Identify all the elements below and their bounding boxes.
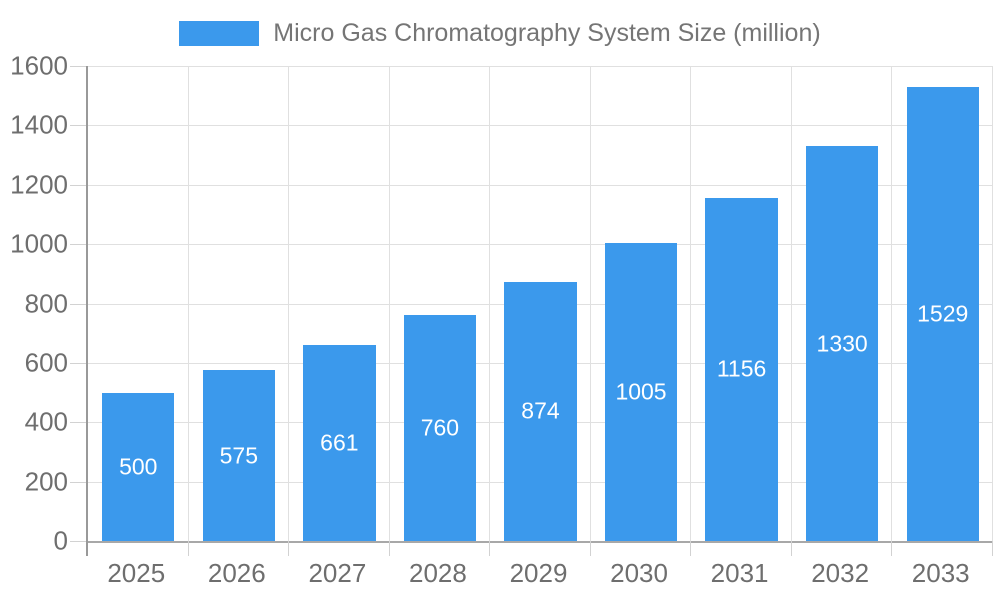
x-tick-label: 2033 (911, 558, 970, 588)
x-axis-tick (388, 541, 390, 556)
bar: 575 (202, 370, 275, 541)
bar: 1330 (805, 146, 879, 541)
bar-slot: 760 (390, 66, 491, 541)
legend-label[interactable]: Micro Gas Chromatography System Size (mi… (273, 19, 821, 47)
x-axis-tick (690, 541, 692, 556)
legend[interactable]: Micro Gas Chromatography System Size (mi… (0, 19, 1000, 48)
x-tick-label: 2026 (207, 558, 266, 588)
gridline-vertical (992, 66, 993, 541)
y-axis-tick (70, 244, 86, 246)
x-tick-label: 2030 (610, 558, 668, 588)
gridline-horizontal (88, 125, 993, 127)
bar-value-label: 1156 (716, 355, 767, 382)
y-tick-label: 1000 (10, 228, 68, 259)
bar-value-label: 661 (320, 429, 359, 456)
bar: 661 (303, 344, 376, 541)
x-tick-label: 2027 (308, 558, 367, 588)
bar: 874 (504, 281, 577, 541)
x-tick-label: 2025 (107, 558, 166, 588)
y-tick-label: 400 (24, 406, 68, 437)
bar-slot: 874 (490, 66, 591, 541)
bar-value-label: 1529 (917, 300, 969, 327)
gridline-vertical (187, 66, 189, 541)
y-axis-tick (70, 184, 86, 186)
plot-area: 500 575 661 760 874 1005 1156 1330 1529 (70, 66, 993, 556)
bar-value-label: 874 (521, 397, 560, 424)
bar-slot: 575 (189, 66, 290, 541)
bar-value-label: 760 (420, 414, 460, 441)
gridline-horizontal (88, 244, 993, 246)
x-tick-label: 2032 (811, 558, 870, 588)
y-axis-tick (70, 125, 86, 127)
y-tick-label: 1600 (10, 50, 68, 81)
gridline-vertical (388, 66, 390, 541)
x-axis-tick (288, 541, 290, 556)
x-axis-tick (790, 541, 792, 556)
bar-slot: 1005 (591, 66, 692, 541)
gridline-vertical (690, 66, 692, 541)
bar-slot: 1156 (691, 66, 792, 541)
y-tick-label: 200 (24, 466, 68, 497)
bar: 1005 (604, 242, 678, 541)
bar-slot: 500 (88, 66, 189, 541)
x-axis-tick (992, 541, 993, 556)
y-axis-line-extension (86, 541, 88, 556)
x-axis-tick (589, 541, 591, 556)
gridline-vertical (589, 66, 591, 541)
gridline-vertical (489, 66, 491, 541)
bar-slot: 661 (289, 66, 390, 541)
bar-value-label: 575 (219, 442, 258, 469)
y-tick-label: 1400 (10, 109, 68, 140)
y-axis-tick (70, 66, 86, 67)
gridline-horizontal (88, 66, 993, 67)
x-tick-label: 2028 (409, 558, 467, 588)
x-axis-tick (187, 541, 189, 556)
y-axis-tick (70, 303, 86, 305)
x-tick-label: 2031 (710, 558, 769, 588)
bar: 1529 (906, 87, 979, 541)
bar-value-label: 1330 (816, 330, 868, 357)
gridline-vertical (288, 66, 290, 541)
x-axis-tick (489, 541, 491, 556)
bar: 500 (102, 392, 175, 541)
y-tick-label: 600 (24, 347, 68, 378)
bar: 760 (403, 315, 477, 541)
y-tick-label: 0 (53, 525, 68, 556)
y-tick-label: 1200 (10, 169, 68, 200)
y-axis-tick (70, 541, 86, 542)
y-axis-tick (70, 422, 86, 424)
gridline-vertical (790, 66, 792, 541)
gridline-vertical (891, 66, 893, 541)
gridline-horizontal (88, 184, 993, 186)
bar-value-label: 1005 (615, 378, 667, 405)
y-axis-labels: 0 200 400 600 800 1000 1200 1400 1600 (0, 51, 68, 556)
y-axis-tick (70, 362, 86, 364)
bar-value-label: 500 (119, 453, 158, 480)
bar-slot: 1330 (792, 66, 893, 541)
legend-swatch[interactable] (179, 21, 260, 46)
y-tick-label: 800 (24, 288, 68, 318)
x-axis-tick (891, 541, 893, 556)
y-axis-tick (70, 481, 86, 483)
bar-slot: 1529 (892, 66, 993, 541)
x-tick-label: 2029 (509, 558, 568, 588)
x-axis-labels: 2025 2026 2027 2028 2029 2030 2031 2032 2033 (86, 558, 991, 590)
bar: 1156 (705, 197, 778, 541)
